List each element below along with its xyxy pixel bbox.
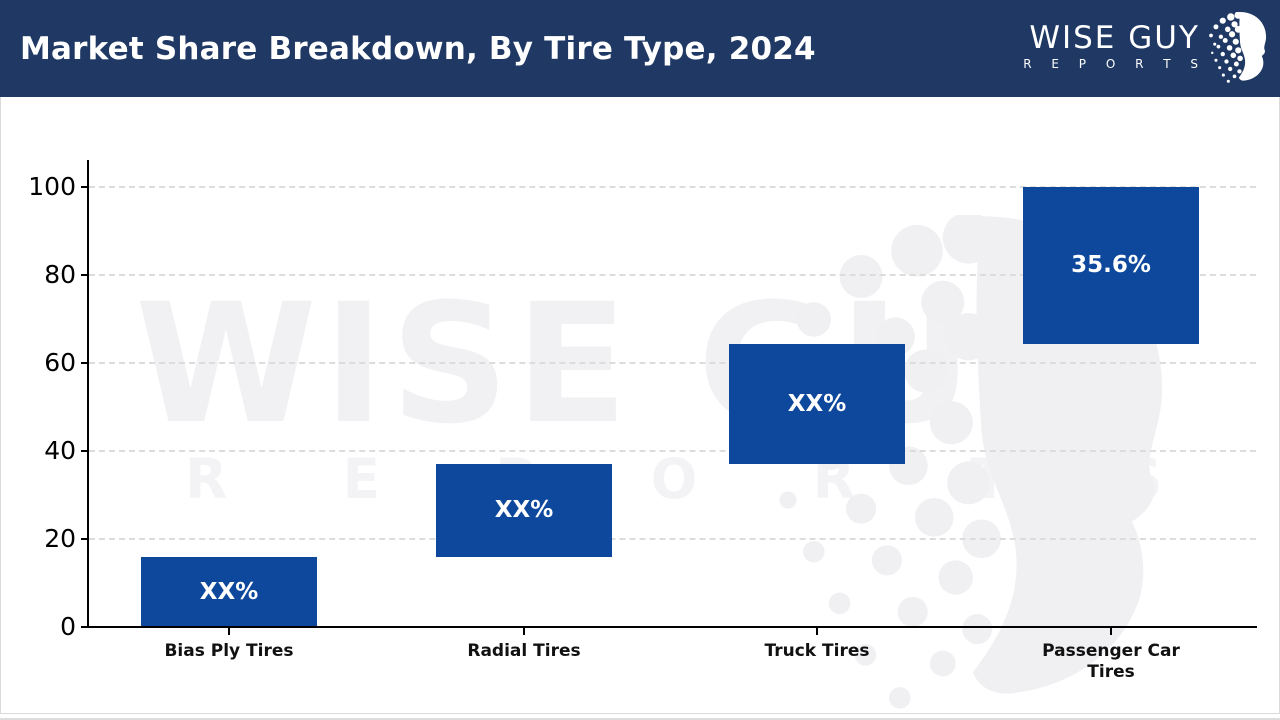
x-category-label: Passenger Car Tires — [1042, 641, 1180, 683]
bar-bias-ply-tires: XX% — [141, 556, 317, 627]
left-border — [0, 97, 1, 713]
logo-face-icon — [1209, 12, 1267, 83]
card-bottom-border — [0, 713, 1280, 714]
y-tick-label-80: 80 — [44, 260, 76, 289]
y-tick-label-60: 60 — [44, 348, 76, 377]
gridline-100 — [89, 186, 1256, 188]
y-tick-60 — [81, 362, 88, 364]
header-bar: Market Share Breakdown, By Tire Type, 20… — [0, 0, 1280, 97]
logo-name: WISE GUY — [1029, 20, 1200, 56]
x-category-label: Radial Tires — [467, 641, 581, 661]
x-category-label: Truck Tires — [764, 641, 870, 661]
y-tick-40 — [81, 450, 88, 452]
bar-value-label: 35.6% — [1071, 252, 1151, 279]
y-axis — [87, 160, 89, 628]
bar-radial-tires: XX% — [436, 464, 612, 557]
gridline-60 — [89, 362, 1256, 364]
bar-value-label: XX% — [787, 390, 847, 417]
y-tick-label-40: 40 — [44, 436, 76, 465]
bar-passenger-car-tires: 35.6% — [1023, 187, 1199, 344]
gridline-40 — [89, 450, 1256, 452]
logo-text: WISE GUY R E P O R T S — [1023, 22, 1206, 71]
x-category-label: Bias Ply Tires — [164, 641, 294, 661]
x-tick-0 — [228, 628, 230, 635]
y-tick-label-100: 100 — [28, 172, 76, 201]
bar-value-label: XX% — [494, 497, 554, 524]
x-tick-3 — [1110, 628, 1112, 635]
x-axis — [87, 626, 1257, 628]
y-tick-0 — [81, 626, 88, 628]
footer-line — [0, 718, 1280, 720]
y-tick-80 — [81, 274, 88, 276]
y-tick-label-20: 20 — [44, 524, 76, 553]
y-tick-20 — [81, 538, 88, 540]
gridline-80 — [89, 274, 1256, 276]
y-tick-label-0: 0 — [60, 612, 76, 641]
wise-guy-logo: WISE GUY R E P O R T S — [1018, 8, 1268, 90]
x-tick-2 — [816, 628, 818, 635]
bar-value-label: XX% — [199, 578, 259, 605]
bar-truck-tires: XX% — [729, 343, 905, 465]
logo-subtitle: R E P O R T S — [1023, 56, 1206, 71]
x-tick-1 — [523, 628, 525, 635]
gridline-20 — [89, 538, 1256, 540]
y-tick-100 — [81, 186, 88, 188]
chart-title: Market Share Breakdown, By Tire Type, 20… — [20, 30, 816, 67]
